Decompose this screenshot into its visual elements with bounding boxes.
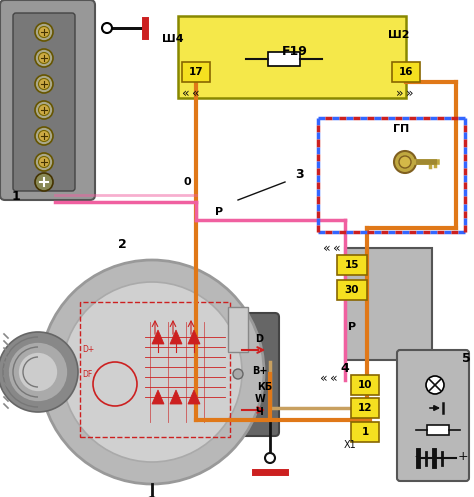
Text: 10: 10 — [358, 380, 372, 390]
Circle shape — [35, 23, 53, 41]
Circle shape — [18, 352, 58, 392]
Circle shape — [62, 282, 242, 462]
Bar — [427, 425, 449, 435]
FancyBboxPatch shape — [0, 0, 95, 200]
FancyBboxPatch shape — [397, 350, 469, 481]
Text: 17: 17 — [189, 67, 203, 77]
FancyBboxPatch shape — [351, 398, 379, 418]
Text: +: + — [458, 450, 469, 463]
FancyBboxPatch shape — [178, 16, 406, 98]
Text: 12: 12 — [358, 403, 372, 413]
Circle shape — [40, 260, 264, 484]
Text: 5: 5 — [462, 352, 471, 365]
Circle shape — [394, 151, 416, 173]
Circle shape — [35, 49, 53, 67]
Text: «: « — [330, 372, 337, 385]
Text: 1: 1 — [361, 427, 369, 437]
Circle shape — [233, 369, 243, 379]
Circle shape — [38, 157, 49, 167]
Text: DF: DF — [82, 370, 92, 379]
FancyBboxPatch shape — [337, 255, 367, 275]
Text: 1: 1 — [12, 190, 21, 203]
Text: «: « — [323, 242, 331, 255]
Circle shape — [35, 101, 53, 119]
Text: P: P — [348, 322, 356, 332]
Circle shape — [265, 453, 275, 463]
Polygon shape — [345, 248, 432, 360]
Text: 2: 2 — [118, 238, 127, 251]
Text: B+: B+ — [252, 366, 267, 376]
Polygon shape — [170, 390, 182, 404]
Text: W: W — [255, 394, 266, 404]
FancyBboxPatch shape — [392, 62, 420, 82]
FancyBboxPatch shape — [216, 313, 279, 436]
Text: D: D — [255, 334, 263, 344]
Circle shape — [102, 23, 112, 33]
Bar — [80, 302, 230, 437]
Polygon shape — [188, 390, 200, 404]
Circle shape — [35, 127, 53, 145]
Text: X1: X1 — [344, 440, 357, 450]
Circle shape — [35, 173, 53, 191]
Text: -: - — [414, 450, 419, 463]
Text: 15: 15 — [345, 260, 359, 270]
Circle shape — [35, 75, 53, 93]
Circle shape — [35, 153, 53, 171]
FancyBboxPatch shape — [228, 307, 248, 352]
Circle shape — [38, 104, 49, 115]
Text: Ш4: Ш4 — [162, 34, 183, 44]
Text: 0: 0 — [184, 177, 191, 187]
Text: «: « — [192, 87, 200, 100]
FancyBboxPatch shape — [351, 375, 379, 395]
Polygon shape — [152, 390, 164, 404]
Text: «: « — [320, 372, 328, 385]
Text: F19: F19 — [282, 45, 308, 58]
Circle shape — [38, 79, 49, 89]
Circle shape — [38, 53, 49, 64]
FancyBboxPatch shape — [351, 422, 379, 442]
Circle shape — [426, 376, 444, 394]
Text: 3: 3 — [295, 168, 304, 181]
Circle shape — [399, 156, 411, 168]
Polygon shape — [152, 330, 164, 344]
Text: D+: D+ — [82, 345, 94, 354]
Text: »: » — [396, 87, 404, 100]
Text: P: P — [215, 207, 223, 217]
Text: 16: 16 — [399, 67, 413, 77]
Circle shape — [38, 131, 49, 142]
Text: КБ: КБ — [257, 382, 272, 392]
Circle shape — [38, 26, 49, 37]
Circle shape — [8, 342, 68, 402]
Text: 4: 4 — [340, 362, 349, 375]
Text: Ш2: Ш2 — [388, 30, 410, 40]
FancyBboxPatch shape — [13, 13, 75, 191]
Polygon shape — [188, 330, 200, 344]
FancyBboxPatch shape — [337, 280, 367, 300]
Text: »: » — [406, 87, 414, 100]
Text: «: « — [182, 87, 190, 100]
Text: «: « — [333, 242, 341, 255]
Text: ГП: ГП — [393, 124, 409, 134]
Bar — [268, 52, 300, 66]
Text: Ч: Ч — [255, 407, 263, 417]
Circle shape — [0, 332, 78, 412]
FancyBboxPatch shape — [182, 62, 210, 82]
Text: 30: 30 — [345, 285, 359, 295]
Polygon shape — [170, 330, 182, 344]
